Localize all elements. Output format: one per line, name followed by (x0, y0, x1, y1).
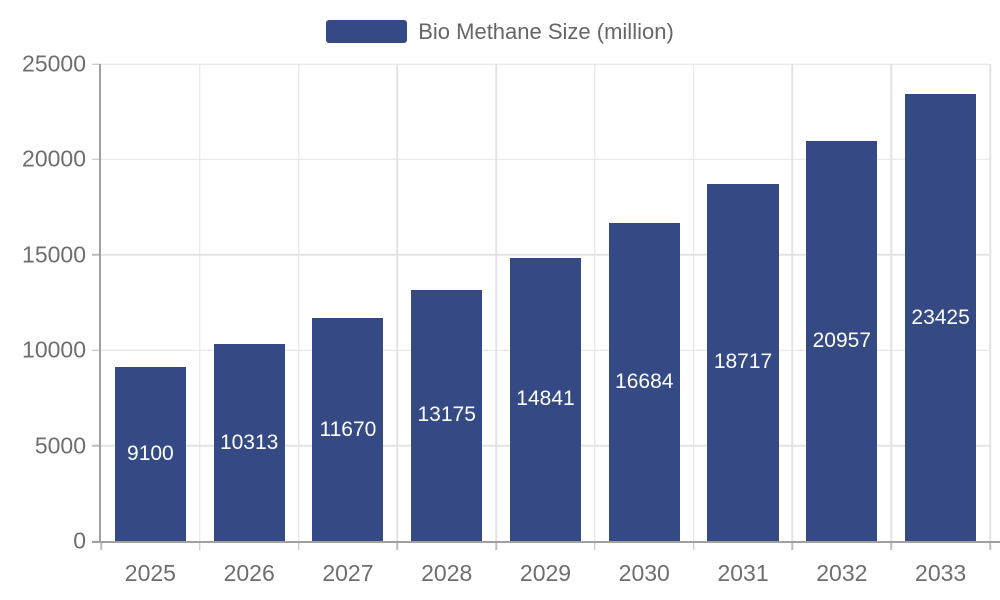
plot-area: 9100 10313 11670 13175 14841 16684 18717 20957 2… (92, 63, 1000, 550)
y-axis-line (99, 64, 101, 541)
x-tick-label: 2033 (915, 560, 967, 586)
gridline-vertical (989, 64, 991, 541)
gridline-vertical (297, 64, 300, 541)
x-tick-label: 2026 (223, 560, 275, 586)
bar-value-label: 11670 (319, 417, 377, 441)
y-axis-labels: 0 5000 10000 15000 20000 25000 (0, 51, 86, 554)
x-tick-mark (989, 541, 991, 550)
x-tick-mark (495, 541, 497, 550)
x-tick-label: 2032 (816, 560, 868, 586)
bar[interactable]: 18717 (707, 183, 779, 541)
y-tick-label: 0 (73, 527, 86, 554)
x-tick-mark (594, 541, 596, 550)
gridline-vertical (791, 64, 794, 541)
gridline-horizontal (101, 63, 990, 65)
bar-value-label: 10313 (219, 430, 279, 454)
x-axis-labels: 2025 2026 2027 2028 2029 2030 2031 2032 2033 (101, 556, 990, 590)
bar[interactable]: 11670 (312, 318, 384, 541)
gridline-vertical (495, 64, 497, 541)
y-tick-label: 25000 (22, 50, 86, 77)
x-tick-label: 2028 (421, 560, 473, 586)
x-tick-mark (890, 541, 892, 550)
y-tick-mark (92, 158, 101, 161)
legend-swatch (326, 20, 408, 43)
x-tick-label: 2030 (618, 560, 670, 586)
gridline-vertical (396, 64, 399, 541)
y-tick-label: 5000 (34, 432, 86, 459)
x-tick-label: 2025 (124, 560, 176, 586)
y-tick-label: 10000 (22, 336, 86, 363)
bar[interactable]: 14841 (509, 257, 582, 541)
bar-value-label: 13175 (417, 403, 476, 427)
bar[interactable]: 10313 (213, 344, 285, 541)
x-tick-label: 2031 (717, 560, 769, 586)
x-tick-mark (396, 541, 399, 550)
bar-value-label: 18717 (713, 350, 773, 374)
y-tick-mark (92, 254, 101, 256)
gridline-horizontal (101, 158, 990, 161)
x-tick-mark (297, 541, 300, 550)
bar-value-label: 9100 (127, 442, 174, 466)
gridline-horizontal (101, 254, 990, 256)
x-tick-label: 2029 (519, 560, 572, 586)
y-tick-label: 15000 (22, 241, 86, 268)
x-axis-line (92, 541, 1000, 543)
bar[interactable]: 16684 (608, 222, 680, 541)
legend-label: Bio Methane Size (million) (418, 19, 674, 44)
bar[interactable]: 13175 (411, 289, 483, 541)
bar[interactable]: 20957 (806, 141, 878, 541)
legend-item[interactable]: Bio Methane Size (million) (0, 20, 1000, 43)
bar-value-label: 23425 (911, 305, 970, 329)
gridline-vertical (199, 64, 201, 541)
bar-value-label: 20957 (812, 329, 872, 353)
y-tick-label: 20000 (22, 145, 86, 172)
bar[interactable]: 23425 (905, 94, 977, 541)
y-tick-mark (92, 444, 101, 447)
bar-value-label: 16684 (615, 369, 674, 393)
bar[interactable]: 9100 (114, 367, 186, 541)
x-tick-mark (100, 541, 102, 550)
x-tick-mark (692, 541, 695, 550)
bar-value-label: 14841 (516, 387, 575, 411)
y-tick-mark (92, 349, 101, 351)
y-tick-mark (92, 63, 101, 65)
gridline-vertical (594, 64, 596, 541)
gridline-vertical (692, 64, 695, 541)
x-tick-mark (199, 541, 201, 550)
gridline-vertical (890, 64, 892, 541)
x-tick-mark (791, 541, 794, 550)
x-tick-label: 2027 (322, 560, 374, 586)
